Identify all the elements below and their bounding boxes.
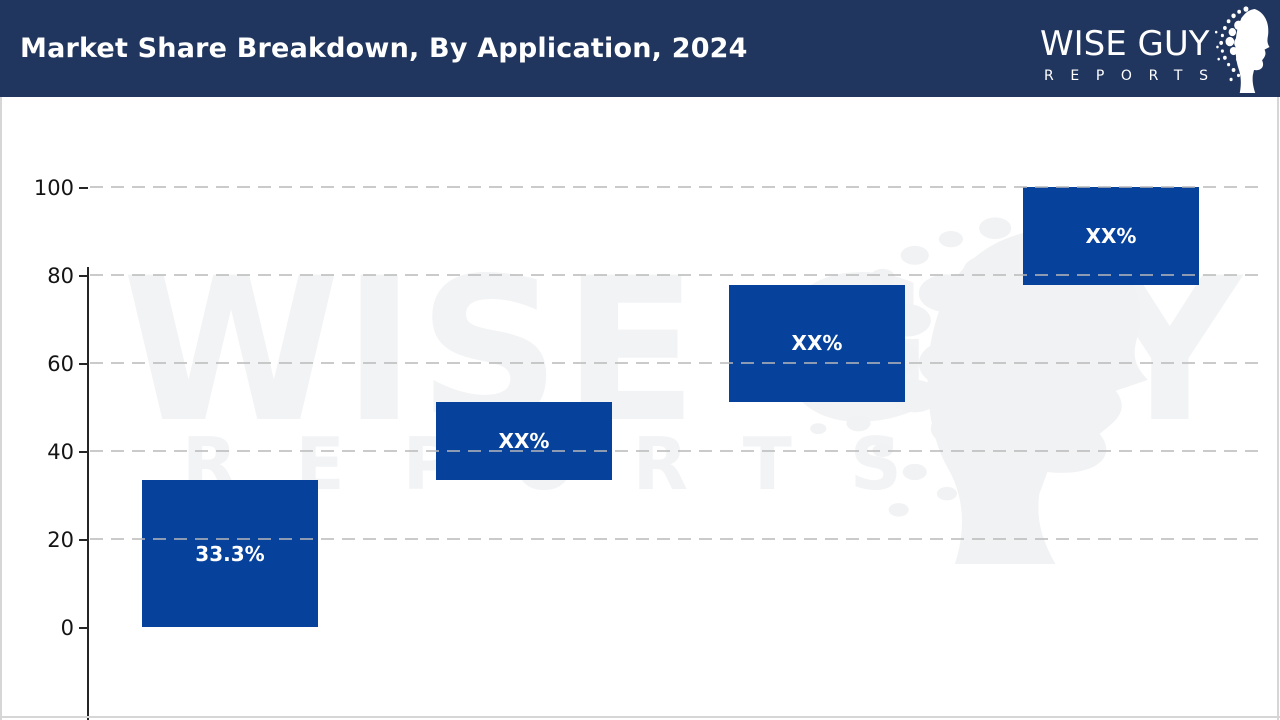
logo-wiseguy-text: WISE GUY (1040, 24, 1210, 64)
gridline-60 (90, 362, 1263, 364)
header-bar: Market Share Breakdown, By Application, … (0, 0, 1280, 97)
logo-head-icon (1215, 6, 1270, 93)
bar-value-label: 33.3% (195, 541, 265, 566)
frame-border-right (1277, 97, 1279, 720)
bar-3 (729, 284, 905, 403)
frame-border-bottom (0, 716, 1280, 718)
logo-reports-text: REPORTS (1044, 68, 1208, 84)
page-title: Market Share Breakdown, By Application, … (20, 33, 748, 64)
y-tick-label: 60 (47, 352, 74, 376)
gridline-20 (90, 538, 1263, 540)
wise-guy-reports-logo: WISE GUY REPORTS (1040, 3, 1274, 95)
y-tick-mark (79, 539, 88, 541)
gridline-40 (90, 450, 1263, 452)
bar-1 (142, 480, 318, 627)
y-tick-label: 40 (47, 440, 74, 464)
bar-value-label: XX% (791, 331, 843, 356)
y-tick-label: 20 (47, 528, 74, 552)
y-tick-mark (79, 275, 88, 277)
chart-plot-area: 33.3%XX%XX%XX%020406080100WaterworksHVAC… (0, 97, 1280, 720)
y-tick-mark (79, 187, 88, 189)
y-tick-mark (79, 627, 88, 629)
y-tick-label: 100 (33, 176, 74, 200)
bar-2 (436, 402, 612, 481)
y-tick-label: 80 (47, 264, 74, 288)
bar-value-label: XX% (498, 429, 550, 454)
y-axis-line (87, 267, 89, 720)
y-tick-mark (79, 451, 88, 453)
gridline-80 (90, 274, 1263, 276)
y-tick-mark (79, 363, 88, 365)
bar-4 (1023, 187, 1199, 285)
frame-border-left (0, 97, 2, 720)
y-tick-label: 0 (60, 616, 74, 640)
bar-value-label: XX% (1085, 223, 1137, 248)
gridline-100 (90, 186, 1263, 188)
